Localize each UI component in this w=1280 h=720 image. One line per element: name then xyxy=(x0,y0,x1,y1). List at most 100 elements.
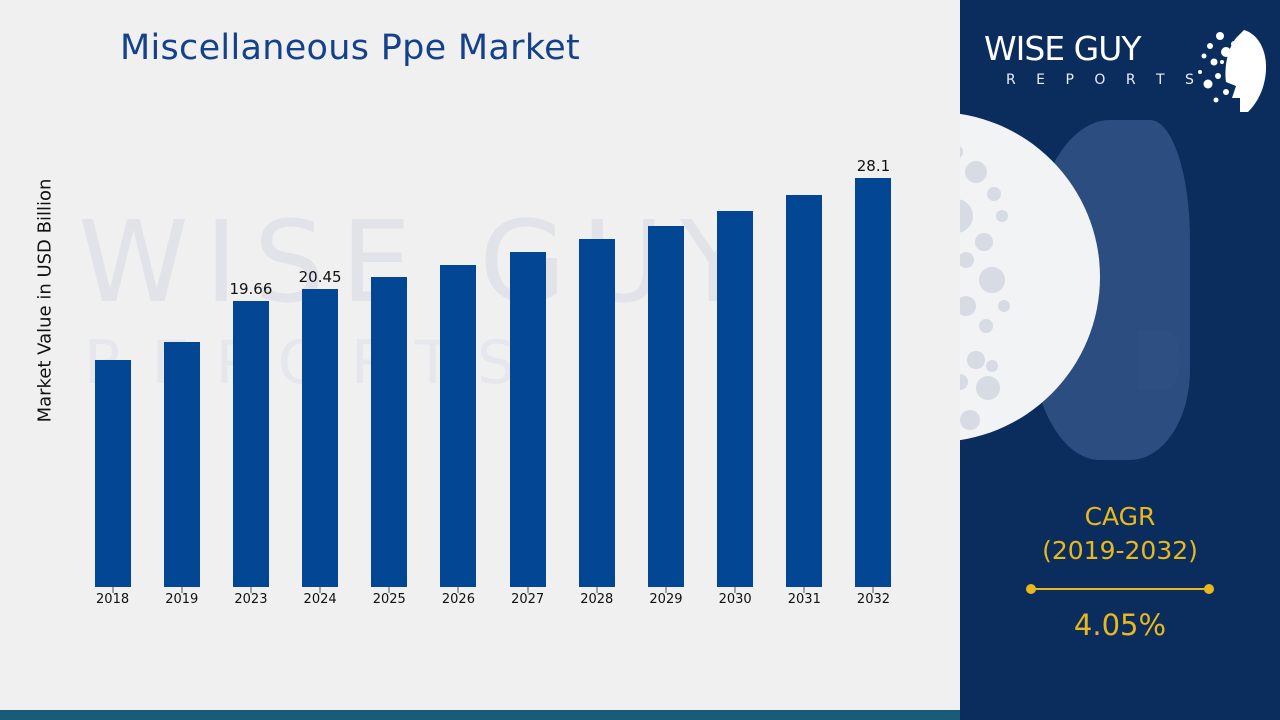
x-tick xyxy=(631,587,700,595)
bar-2027[interactable] xyxy=(509,251,546,587)
bar-slot xyxy=(424,150,493,587)
bar-slot xyxy=(78,150,147,587)
x-tick xyxy=(216,587,285,595)
x-axis-labels: 2018 2019 2023 2024 2025 2026 2027 2028 2029 2030… xyxy=(78,592,908,607)
x-tick xyxy=(770,587,839,595)
bar-value-label: 19.66 xyxy=(229,279,273,298)
molecule-dot xyxy=(979,319,993,333)
plot-area: 19.66 20.45 28.1 xyxy=(78,150,908,587)
tick-mark xyxy=(457,587,459,593)
x-tick xyxy=(355,587,424,595)
x-axis-ticks xyxy=(78,587,908,595)
x-tick xyxy=(147,587,216,595)
logo-tagline: R E P O R T S xyxy=(1006,72,1202,88)
tick-mark xyxy=(388,587,390,593)
tick-mark xyxy=(734,587,736,593)
bar-slot xyxy=(562,150,631,587)
x-label-2029: 2029 xyxy=(649,592,683,607)
x-tick xyxy=(839,587,908,595)
x-label-2026: 2026 xyxy=(441,592,475,607)
tick-mark xyxy=(665,587,667,593)
x-label-2030: 2030 xyxy=(718,592,752,607)
divider-line xyxy=(1031,588,1209,590)
x-label-2024: 2024 xyxy=(303,592,337,607)
x-label-2032: 2032 xyxy=(856,592,891,607)
x-tick xyxy=(493,587,562,595)
y-axis-label: Market Value in USD Billion xyxy=(34,178,56,423)
molecule-dot xyxy=(998,300,1010,312)
head-profile-icon xyxy=(1198,30,1267,112)
bar-2029[interactable] xyxy=(647,225,684,587)
molecule-dot xyxy=(965,161,987,183)
bar-2023[interactable]: 19.66 xyxy=(229,280,272,587)
cagr-range: (2019-2032) xyxy=(1042,536,1198,565)
bar-chart: Market Value in USD Billion 19.66 20.45 28… xyxy=(34,150,908,607)
x-label-2028: 2028 xyxy=(580,592,614,607)
face-nose-graphic xyxy=(1138,330,1180,390)
x-label-2027: 2027 xyxy=(511,592,545,607)
bar-2018[interactable] xyxy=(94,359,131,587)
brand-panel: WISE GUY R E P O R T S CAGR (2019-2032) xyxy=(960,0,1280,720)
bar-2019[interactable] xyxy=(163,342,200,587)
bar-value-label: 20.45 xyxy=(298,268,342,287)
bars-container: 19.66 20.45 28.1 xyxy=(78,150,908,587)
bar-slot xyxy=(355,150,424,587)
bar-slot: 19.66 xyxy=(216,150,285,587)
bar-slot xyxy=(147,150,216,587)
tick-mark xyxy=(527,587,529,593)
molecule-dot xyxy=(987,187,1001,201)
logo-wordmark: WISE GUY xyxy=(984,29,1142,68)
molecule-dot xyxy=(960,374,968,390)
molecule-dot xyxy=(975,233,993,251)
bar-2024[interactable]: 20.45 xyxy=(299,268,342,587)
bar-2031[interactable] xyxy=(786,195,823,587)
cagr-title: CAGR xyxy=(1084,502,1156,531)
molecule-dot xyxy=(979,267,1005,293)
bar-value-label: 28.1 xyxy=(856,156,891,175)
x-tick xyxy=(701,587,770,595)
x-tick xyxy=(562,587,631,595)
molecule-dots-graphic xyxy=(960,120,1100,440)
bar-2032[interactable]: 28.1 xyxy=(855,157,892,587)
molecule-dot xyxy=(960,199,973,233)
x-tick xyxy=(78,587,147,595)
bar-slot xyxy=(493,150,562,587)
cagr-divider xyxy=(1026,584,1214,594)
bar-2026[interactable] xyxy=(440,265,477,587)
bar-2028[interactable] xyxy=(578,238,615,587)
divider-dot-right xyxy=(1204,584,1214,594)
tick-mark xyxy=(319,587,321,593)
molecule-dot xyxy=(996,210,1008,222)
bar-slot: 20.45 xyxy=(286,150,355,587)
molecule-dot xyxy=(976,376,1000,400)
bar-2025[interactable] xyxy=(371,276,408,587)
tick-mark xyxy=(872,587,874,593)
tick-mark xyxy=(250,587,252,593)
bar-slot xyxy=(701,150,770,587)
bar-slot xyxy=(631,150,700,587)
x-tick xyxy=(424,587,493,595)
molecule-dot xyxy=(960,410,980,430)
x-label-2025: 2025 xyxy=(372,592,406,607)
bar-slot xyxy=(770,150,839,587)
bar-2030[interactable] xyxy=(717,211,754,587)
bottom-accent-strip xyxy=(0,710,960,720)
page-title: Miscellaneous Ppe Market xyxy=(120,28,580,68)
tick-mark xyxy=(112,587,114,593)
molecule-dot xyxy=(960,296,976,316)
molecule-dot xyxy=(986,360,998,372)
x-label-2031: 2031 xyxy=(787,592,821,607)
molecule-dot xyxy=(960,252,974,268)
x-label-2023: 2023 xyxy=(234,592,268,607)
cagr-block: CAGR (2019-2032) 4.05% xyxy=(960,500,1280,642)
cagr-value: 4.05% xyxy=(1073,608,1167,642)
tick-mark xyxy=(181,587,183,593)
wiseguy-logo: WISE GUY R E P O R T S xyxy=(984,29,1267,120)
x-label-2018: 2018 xyxy=(96,592,130,607)
tick-mark xyxy=(803,587,805,593)
bar-slot: 28.1 xyxy=(839,150,908,587)
molecule-dot xyxy=(967,351,985,369)
x-label-2019: 2019 xyxy=(165,592,199,607)
molecule-dot xyxy=(960,145,963,159)
